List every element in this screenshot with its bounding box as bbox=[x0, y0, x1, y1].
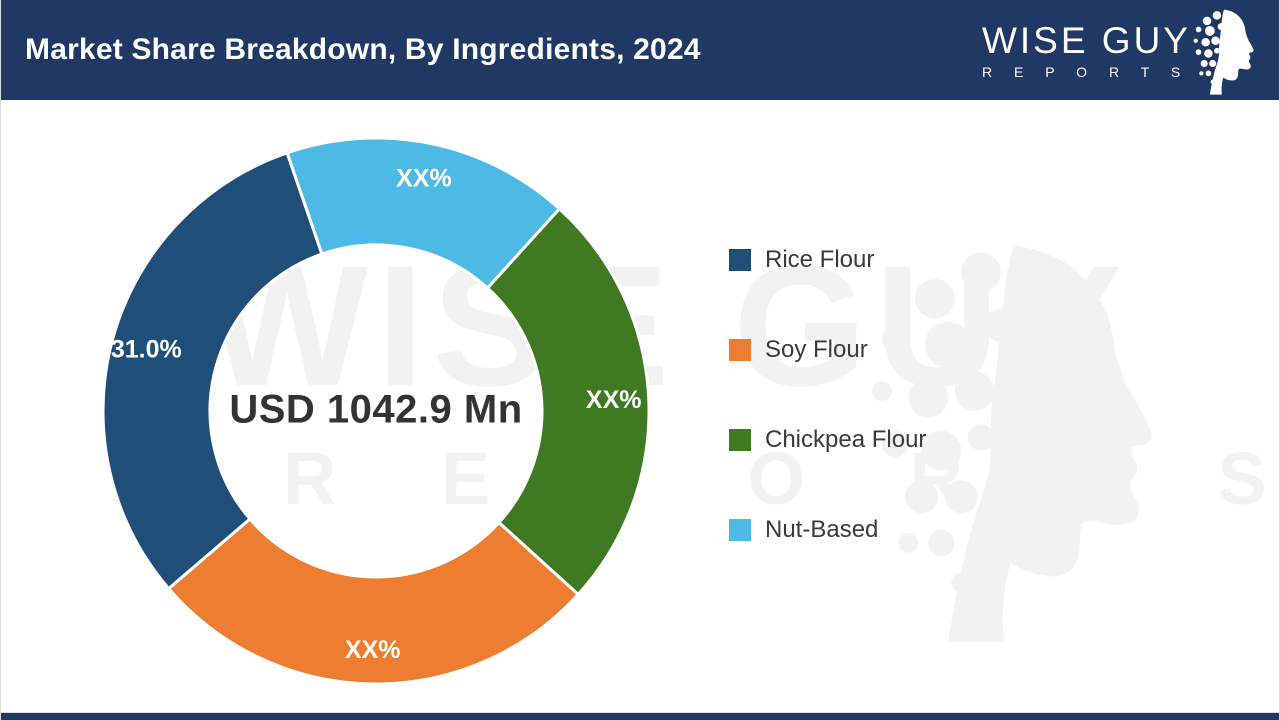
brand-subtitle: R E P O R T S bbox=[981, 63, 1190, 80]
chart-area: WISE GUY R E P O R T S 31.0% XX% XX% XX% US… bbox=[1, 100, 1279, 713]
page-title: Market Share Breakdown, By Ingredients, … bbox=[25, 33, 701, 66]
donut-segment-label: XX% bbox=[586, 386, 642, 414]
legend-item-label: Soy Flour bbox=[765, 336, 868, 363]
brand-logo: WISE GUY R E P O R T S bbox=[982, 4, 1261, 96]
brand-name: WISE GUY bbox=[981, 19, 1191, 61]
legend-item-soy-flour: Soy Flour bbox=[729, 337, 926, 363]
donut-segment-label: XX% bbox=[345, 636, 401, 664]
donut-segment-soy-flour bbox=[167, 517, 580, 686]
legend-swatch bbox=[729, 339, 751, 361]
donut-segment-chickpea-flour bbox=[486, 207, 651, 596]
donut-center-value: USD 1042.9 Mn bbox=[229, 387, 523, 432]
legend-item-label: Chickpea Flour bbox=[765, 426, 927, 453]
donut-chart: 31.0% XX% XX% XX% bbox=[101, 136, 651, 686]
legend-swatch bbox=[729, 429, 751, 451]
donut-segment-label: 31.0% bbox=[111, 335, 182, 363]
chart-legend: Rice Flour Soy Flour Chickpea Flour Nut-Bas… bbox=[729, 247, 926, 607]
donut-segment-nut-based bbox=[285, 136, 561, 290]
legend-item-nut-based: Nut-Based bbox=[729, 517, 926, 543]
legend-swatch bbox=[729, 519, 751, 541]
legend-item-label: Rice Flour bbox=[765, 246, 875, 273]
legend-item-rice-flour: Rice Flour bbox=[729, 247, 926, 273]
legend-swatch bbox=[729, 249, 751, 271]
brand-logo-text: WISE GUY R E P O R T S bbox=[982, 22, 1191, 79]
header-bar: Market Share Breakdown, By Ingredients, … bbox=[1, 0, 1279, 100]
donut-segment-rice-flour bbox=[101, 151, 324, 591]
donut-segment-label: XX% bbox=[396, 165, 452, 193]
footer-bar bbox=[1, 712, 1279, 720]
legend-item-chickpea-flour: Chickpea Flour bbox=[729, 427, 926, 453]
brand-head-icon bbox=[1187, 4, 1261, 96]
legend-item-label: Nut-Based bbox=[765, 516, 879, 543]
